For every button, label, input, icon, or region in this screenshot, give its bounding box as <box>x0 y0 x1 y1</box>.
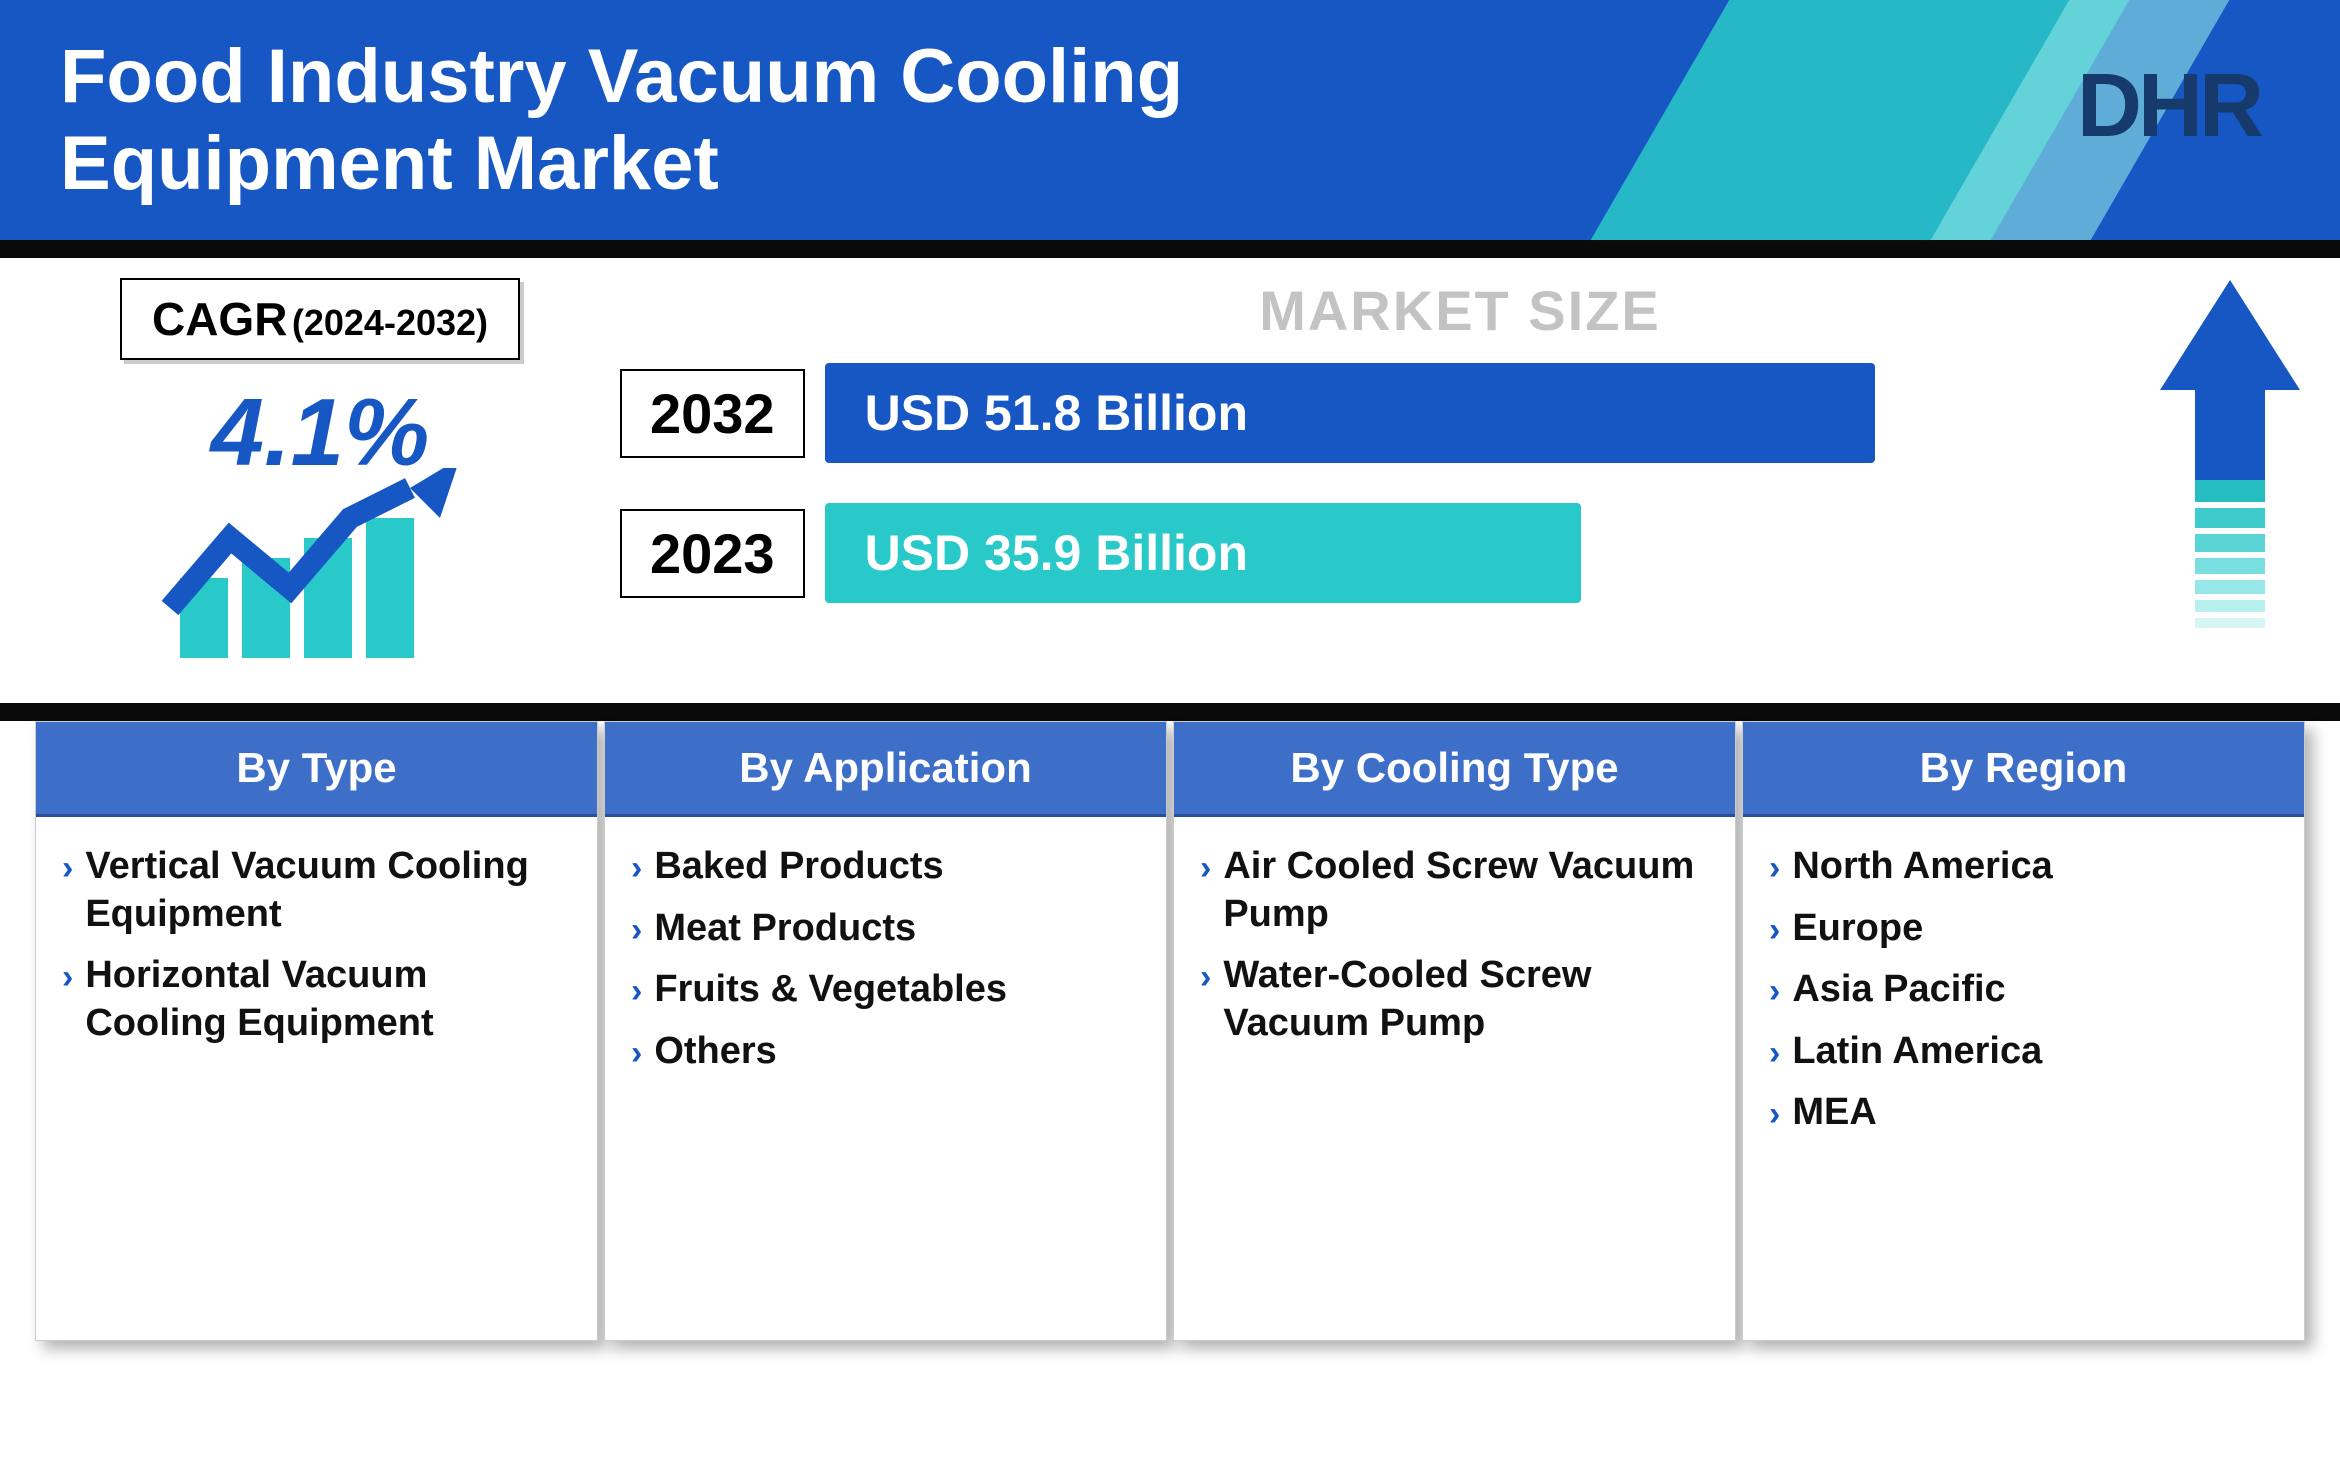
segment-item-label: Fruits & Vegetables <box>654 966 1007 1014</box>
segment-item-label: Air Cooled Screw Vacuum Pump <box>1223 843 1709 938</box>
segment-item: › MEA <box>1769 1089 2278 1137</box>
segment-item: › Air Cooled Screw Vacuum Pump <box>1200 843 1709 938</box>
segment-header: By Region <box>1743 722 2304 817</box>
segments-row: By Type › Vertical Vacuum Cooling Equipmen… <box>0 721 2340 1341</box>
segment-item: › Latin America <box>1769 1028 2278 1076</box>
chevron-icon: › <box>631 847 642 890</box>
segment-item: › Asia Pacific <box>1769 966 2278 1014</box>
segment-card: By Region › North America › Europe › Asia Paci… <box>1742 721 2305 1341</box>
cagr-block: CAGR (2024-2032) 4.1% <box>50 278 590 673</box>
market-size-title: MARKET SIZE <box>620 278 2300 343</box>
page-title: Food Industry Vacuum Cooling Equipment M… <box>60 33 1260 208</box>
segment-item-label: North America <box>1792 843 2052 891</box>
chevron-icon: › <box>1200 847 1211 890</box>
chevron-icon: › <box>631 970 642 1013</box>
segment-item: › Others <box>631 1028 1140 1076</box>
segment-item-label: Latin America <box>1792 1028 2042 1076</box>
segment-item: › Horizontal Vacuum Cooling Equipment <box>62 952 571 1047</box>
segment-item-label: Baked Products <box>654 843 943 891</box>
chevron-icon: › <box>631 909 642 952</box>
segment-card: By Application › Baked Products › Meat Produ… <box>604 721 1167 1341</box>
header-banner: Food Industry Vacuum Cooling Equipment M… <box>0 0 2340 240</box>
market-size-bar: USD 35.9 Billion <box>825 503 1581 603</box>
chevron-icon: › <box>1769 1093 1780 1136</box>
segment-card: By Type › Vertical Vacuum Cooling Equipmen… <box>35 721 598 1341</box>
market-size-bar-row: 2032USD 51.8 Billion <box>620 363 2300 463</box>
segment-item-label: Others <box>654 1028 776 1076</box>
chevron-icon: › <box>1769 1032 1780 1075</box>
segment-item: › Vertical Vacuum Cooling Equipment <box>62 843 571 938</box>
segment-item-label: Horizontal Vacuum Cooling Equipment <box>85 952 571 1047</box>
market-size-year: 2032 <box>620 369 805 458</box>
cagr-label-box: CAGR (2024-2032) <box>120 278 520 360</box>
segment-item-label: Europe <box>1792 905 1923 953</box>
market-size-block: MARKET SIZE 2032USD 51.8 Billion2023USD … <box>620 278 2300 643</box>
cagr-period: (2024-2032) <box>292 302 488 343</box>
segment-item-label: Vertical Vacuum Cooling Equipment <box>85 843 571 938</box>
segment-item-label: Meat Products <box>654 905 916 953</box>
chevron-icon: › <box>1769 847 1780 890</box>
segment-item: › Water-Cooled Screw Vacuum Pump <box>1200 952 1709 1047</box>
market-size-bar-row: 2023USD 35.9 Billion <box>620 503 2300 603</box>
segment-item: › Europe <box>1769 905 2278 953</box>
segment-header: By Application <box>605 722 1166 817</box>
up-arrow-icon <box>2160 280 2300 660</box>
chevron-icon: › <box>1769 909 1780 952</box>
chevron-icon: › <box>62 847 73 890</box>
market-size-year: 2023 <box>620 509 805 598</box>
segment-body: › Air Cooled Screw Vacuum Pump › Water-Cool… <box>1174 817 1735 1087</box>
cagr-chart-icon <box>150 468 490 668</box>
segment-item-label: Water-Cooled Screw Vacuum Pump <box>1223 952 1709 1047</box>
chevron-icon: › <box>1200 956 1211 999</box>
divider-strip <box>0 240 2340 258</box>
segment-body: › Baked Products › Meat Products › Fruits & V… <box>605 817 1166 1115</box>
segment-item: › Meat Products <box>631 905 1140 953</box>
segment-item: › Baked Products <box>631 843 1140 891</box>
segment-body: › Vertical Vacuum Cooling Equipment › Horiz… <box>36 817 597 1087</box>
chevron-icon: › <box>62 956 73 999</box>
segment-item-label: Asia Pacific <box>1792 966 2005 1014</box>
divider-strip <box>0 703 2340 721</box>
segment-body: › North America › Europe › Asia Pacific › Latin… <box>1743 817 2304 1177</box>
segment-item-label: MEA <box>1792 1089 1876 1137</box>
segment-card: By Cooling Type › Air Cooled Screw Vacuum … <box>1173 721 1736 1341</box>
segment-header: By Type <box>36 722 597 817</box>
mid-section: CAGR (2024-2032) 4.1% MARKET SIZE 2032US… <box>0 258 2340 703</box>
segment-item: › North America <box>1769 843 2278 891</box>
market-size-bar: USD 51.8 Billion <box>825 363 1875 463</box>
cagr-label: CAGR <box>152 293 287 345</box>
segment-header: By Cooling Type <box>1174 722 1735 817</box>
segment-item: › Fruits & Vegetables <box>631 966 1140 1014</box>
chevron-icon: › <box>631 1032 642 1075</box>
chevron-icon: › <box>1769 970 1780 1013</box>
brand-logo: DHR <box>2077 55 2260 158</box>
